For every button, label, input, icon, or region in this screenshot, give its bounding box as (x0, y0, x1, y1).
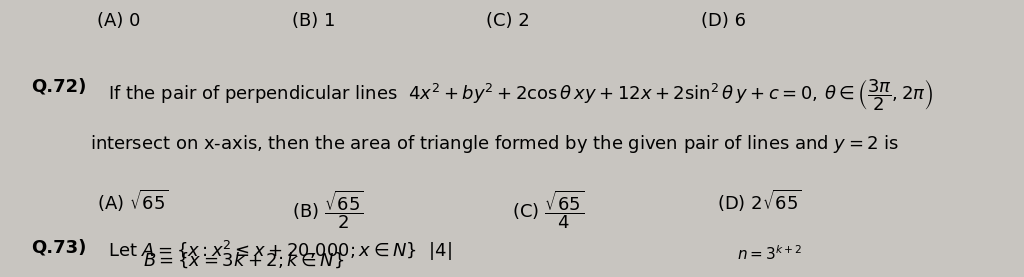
Text: (C) 2: (C) 2 (486, 12, 530, 30)
Text: (A) 0: (A) 0 (97, 12, 140, 30)
Text: (D) $2\sqrt{65}$: (D) $2\sqrt{65}$ (717, 188, 802, 214)
Text: (C) $\dfrac{\sqrt{65}}{4}$: (C) $\dfrac{\sqrt{65}}{4}$ (512, 188, 584, 231)
Text: Q.72): Q.72) (31, 78, 86, 96)
Text: Let $A=\{x:x^2\leq x+20{,}000;x\in N\}$  $|4|$: Let $A=\{x:x^2\leq x+20{,}000;x\in N\}$ … (108, 239, 452, 263)
Text: intersect on x-axis, then the area of triangle formed by the given pair of lines: intersect on x-axis, then the area of tr… (90, 133, 899, 155)
Text: If the pair of perpendicular lines  $4x^2+by^2+2\cos\theta\,xy+12x+2\sin^2\theta: If the pair of perpendicular lines $4x^2… (108, 78, 933, 113)
Text: (D) 6: (D) 6 (701, 12, 746, 30)
Text: Q.73): Q.73) (31, 239, 86, 257)
Text: $n=3^{k+2}$: $n=3^{k+2}$ (737, 244, 803, 263)
Text: $B=\{x=3k+2;k\in N\}$: $B=\{x=3k+2;k\in N\}$ (143, 250, 345, 270)
Text: (A) $\sqrt{65}$: (A) $\sqrt{65}$ (97, 188, 169, 214)
Text: (B) 1: (B) 1 (292, 12, 335, 30)
Text: (B) $\dfrac{\sqrt{65}}{2}$: (B) $\dfrac{\sqrt{65}}{2}$ (292, 188, 364, 231)
